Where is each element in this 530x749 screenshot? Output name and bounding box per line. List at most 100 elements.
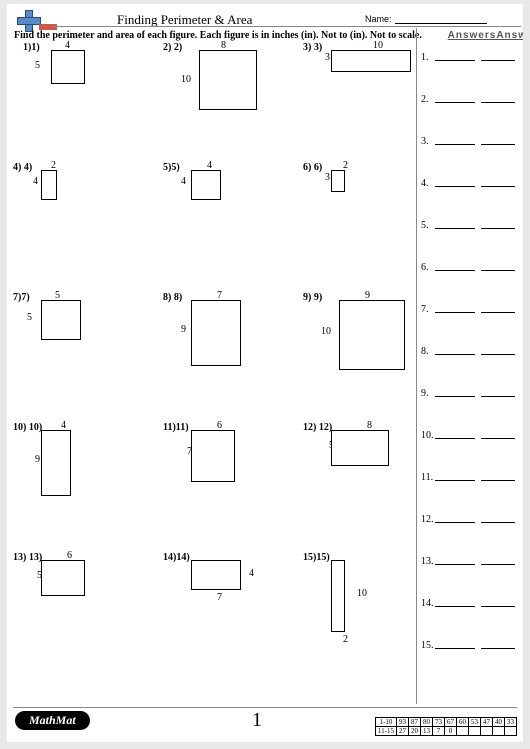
answer-blank-perimeter[interactable] xyxy=(435,438,475,439)
answer-number: 1. xyxy=(421,52,429,63)
height-label: 4 xyxy=(249,568,254,579)
answer-blank-area[interactable] xyxy=(481,354,515,355)
score-cell: 7 xyxy=(433,727,445,736)
score-cell: 40 xyxy=(493,718,505,727)
answer-blank-perimeter[interactable] xyxy=(435,396,475,397)
answer-number: 2. xyxy=(421,94,429,105)
problem-number: 4) 4) xyxy=(13,162,32,173)
problem-number: 3) 3) xyxy=(303,42,322,53)
answer-row-4: 4. xyxy=(421,170,519,212)
answer-number: 5. xyxy=(421,220,429,231)
answer-row-10: 10. xyxy=(421,422,519,464)
answer-blank-perimeter[interactable] xyxy=(435,228,475,229)
answer-row-13: 13. xyxy=(421,548,519,590)
figure-rect xyxy=(41,170,57,200)
answer-blank-perimeter[interactable] xyxy=(435,102,475,103)
answer-blank-perimeter[interactable] xyxy=(435,312,475,313)
name-field-line[interactable] xyxy=(395,23,487,24)
answer-number: 7. xyxy=(421,304,429,315)
answer-blank-area[interactable] xyxy=(481,648,515,649)
answer-blank-area[interactable] xyxy=(481,60,515,61)
score-cell: 73 xyxy=(433,718,445,727)
answer-blank-area[interactable] xyxy=(481,396,515,397)
answer-blank-area[interactable] xyxy=(481,102,515,103)
problem-number: 12) 12) xyxy=(303,422,332,433)
problem-number: 15)15) xyxy=(303,552,330,563)
height-label: 10 xyxy=(181,74,191,85)
answer-row-7: 7. xyxy=(421,296,519,338)
answer-number: 8. xyxy=(421,346,429,357)
answer-number: 10. xyxy=(421,430,434,441)
answer-row-14: 14. xyxy=(421,590,519,632)
answer-blank-perimeter[interactable] xyxy=(435,606,475,607)
answer-blank-area[interactable] xyxy=(481,312,515,313)
score-cell: 47 xyxy=(481,718,493,727)
answer-row-15: 15. xyxy=(421,632,519,674)
score-cell: 20 xyxy=(409,727,421,736)
answer-blank-area[interactable] xyxy=(481,438,515,439)
answer-blank-perimeter[interactable] xyxy=(435,564,475,565)
figure-rect xyxy=(51,50,85,84)
answer-number: 4. xyxy=(421,178,429,189)
figure-rect xyxy=(41,300,81,340)
problem-number: 7)7) xyxy=(13,292,30,303)
height-label: 9 xyxy=(181,324,186,335)
height-label: 3 xyxy=(325,172,330,183)
answer-blank-area[interactable] xyxy=(481,564,515,565)
answer-blank-area[interactable] xyxy=(481,606,515,607)
figure-rect xyxy=(191,560,241,590)
problem-number: 13) 13) xyxy=(13,552,42,563)
score-cell: 27 xyxy=(397,727,409,736)
answer-blank-perimeter[interactable] xyxy=(435,270,475,271)
answer-blank-perimeter[interactable] xyxy=(435,144,475,145)
problem-number: 10) 10) xyxy=(13,422,42,433)
figure-rect xyxy=(191,170,221,200)
answer-row-12: 12. xyxy=(421,506,519,548)
answer-blank-perimeter[interactable] xyxy=(435,354,475,355)
height-label: 5 xyxy=(27,312,32,323)
answer-blank-area[interactable] xyxy=(481,522,515,523)
answer-row-3: 3. xyxy=(421,128,519,170)
answer-blank-area[interactable] xyxy=(481,228,515,229)
answer-blank-perimeter[interactable] xyxy=(435,522,475,523)
answer-blank-area[interactable] xyxy=(481,270,515,271)
score-cell: 33 xyxy=(505,718,517,727)
problem-number: 2) 2) xyxy=(163,42,182,53)
height-label: 9 xyxy=(35,454,40,465)
page-number: 1 xyxy=(252,709,262,732)
figure-rect xyxy=(191,300,241,366)
header-rule xyxy=(53,26,521,27)
answer-blank-perimeter[interactable] xyxy=(435,186,475,187)
worksheet-page: Finding Perimeter & Area Name: Find the … xyxy=(7,4,523,742)
answer-number: 9. xyxy=(421,388,429,399)
answer-number: 14. xyxy=(421,598,434,609)
score-cell: 0 xyxy=(445,727,457,736)
figure-rect xyxy=(331,170,345,192)
answer-blank-perimeter[interactable] xyxy=(435,648,475,649)
answer-number: 6. xyxy=(421,262,429,273)
footer-brand: MathMat xyxy=(15,711,90,730)
answer-blank-perimeter[interactable] xyxy=(435,60,475,61)
problem-number: 11)11) xyxy=(163,422,189,433)
figure-rect xyxy=(199,50,257,110)
answer-blank-area[interactable] xyxy=(481,144,515,145)
answer-number: 12. xyxy=(421,514,434,525)
score-range: 11-15 xyxy=(375,727,396,736)
answer-row-11: 11. xyxy=(421,464,519,506)
answer-blank-area[interactable] xyxy=(481,480,515,481)
figure-rect xyxy=(41,430,71,496)
score-cell: 87 xyxy=(409,718,421,727)
answer-blank-area[interactable] xyxy=(481,186,515,187)
figure-rect xyxy=(331,560,345,632)
answer-number: 13. xyxy=(421,556,434,567)
problems-grid: 1)1)452) 2)8103) 3)1034) 4)245)5)446) 6)… xyxy=(13,42,423,692)
score-cell: 60 xyxy=(457,718,469,727)
height-label: 4 xyxy=(33,176,38,187)
height-label: 3 xyxy=(325,52,330,63)
answer-row-6: 6. xyxy=(421,254,519,296)
answer-row-9: 9. xyxy=(421,380,519,422)
score-row: 1-1093878073676053474033 xyxy=(375,718,516,727)
answer-blank-perimeter[interactable] xyxy=(435,480,475,481)
problem-number: 1)1) xyxy=(23,42,40,53)
answer-row-5: 5. xyxy=(421,212,519,254)
